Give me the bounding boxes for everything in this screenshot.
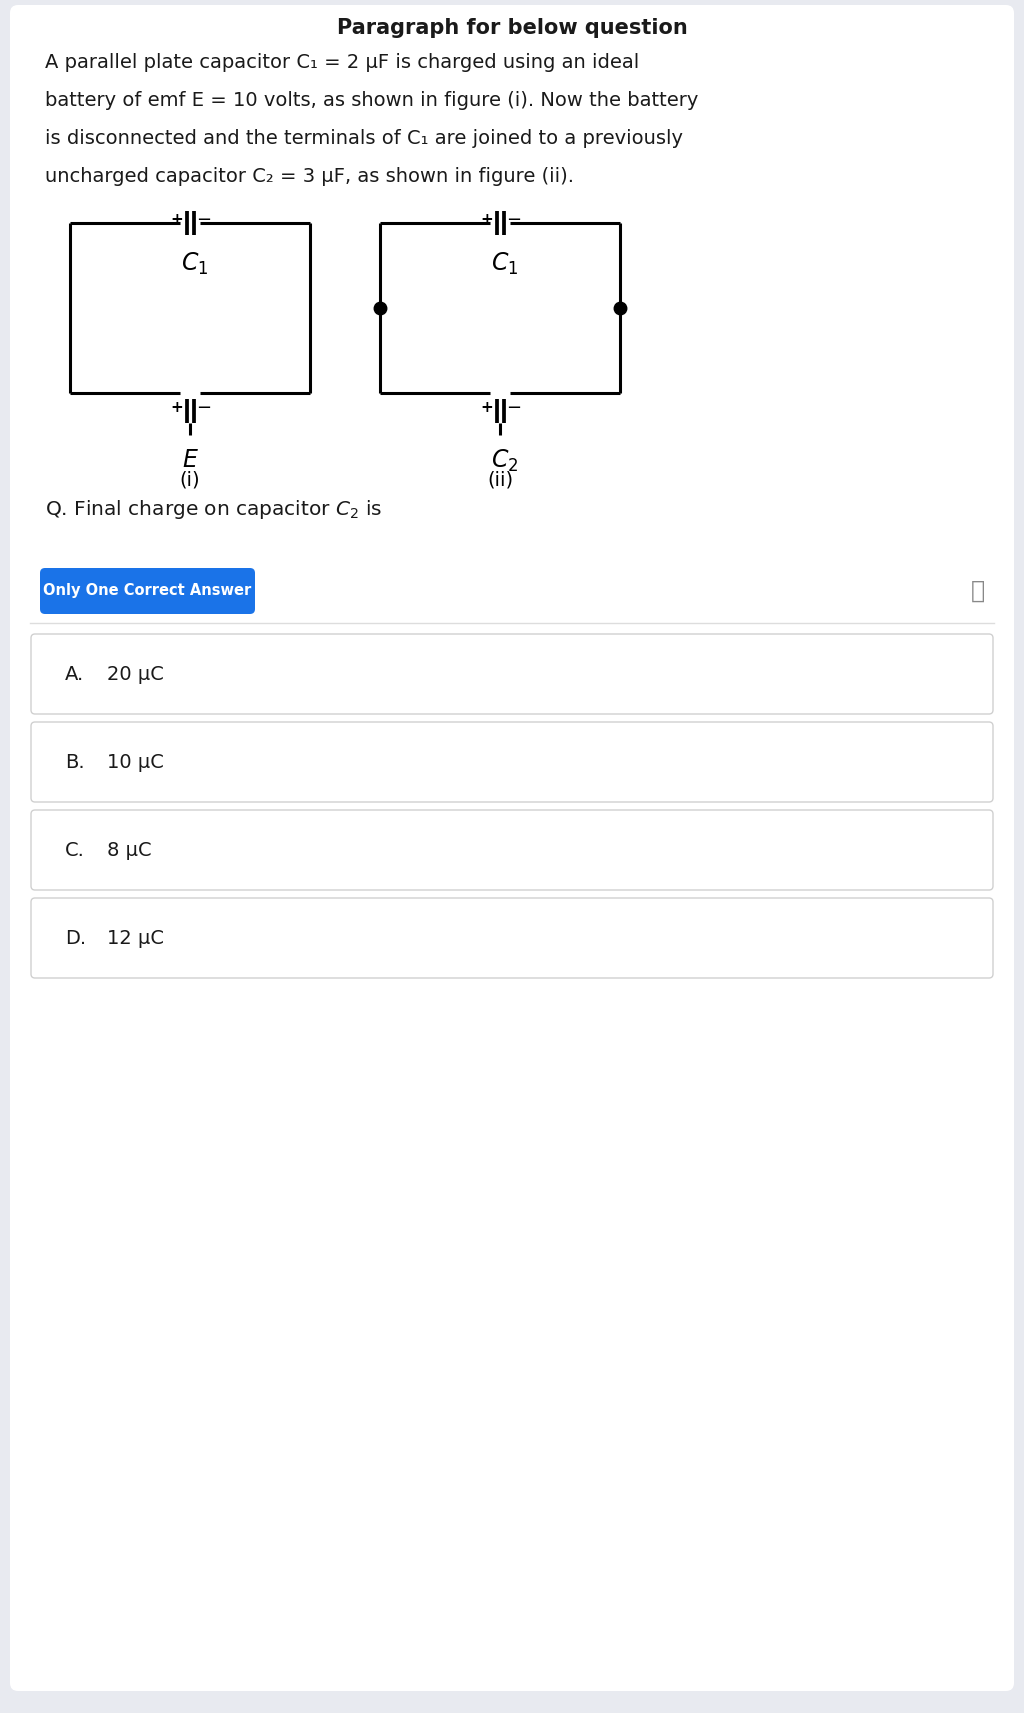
Text: 12 μC: 12 μC xyxy=(106,928,164,947)
Text: Only One Correct Answer: Only One Correct Answer xyxy=(43,584,252,598)
Text: battery of emf E = 10 volts, as shown in figure (i). Now the battery: battery of emf E = 10 volts, as shown in… xyxy=(45,91,698,110)
FancyBboxPatch shape xyxy=(10,5,1014,1691)
FancyBboxPatch shape xyxy=(31,810,993,891)
Text: D.: D. xyxy=(65,928,86,947)
Text: −: − xyxy=(196,211,211,230)
Text: $E$: $E$ xyxy=(181,449,199,473)
Text: $C_1$: $C_1$ xyxy=(181,252,209,278)
Text: uncharged capacitor C₂ = 3 μF, as shown in figure (ii).: uncharged capacitor C₂ = 3 μF, as shown … xyxy=(45,166,574,187)
Text: 8 μC: 8 μC xyxy=(106,841,152,860)
Text: C.: C. xyxy=(65,841,85,860)
Text: Paragraph for below question: Paragraph for below question xyxy=(337,19,687,38)
Text: (ii): (ii) xyxy=(487,471,513,490)
Text: −: − xyxy=(506,211,521,230)
Text: +: + xyxy=(170,212,183,228)
Text: A.: A. xyxy=(65,665,84,683)
Text: +: + xyxy=(480,401,493,416)
Text: Q. Final charge on capacitor $C_2$ is: Q. Final charge on capacitor $C_2$ is xyxy=(45,498,382,521)
Text: 20 μC: 20 μC xyxy=(106,665,164,683)
Text: ⓘ: ⓘ xyxy=(971,579,985,603)
Text: +: + xyxy=(170,401,183,416)
FancyBboxPatch shape xyxy=(31,898,993,978)
Text: −: − xyxy=(196,399,211,416)
Text: 10 μC: 10 μC xyxy=(106,752,164,771)
Text: A parallel plate capacitor C₁ = 2 μF is charged using an ideal: A parallel plate capacitor C₁ = 2 μF is … xyxy=(45,53,639,72)
Text: is disconnected and the terminals of C₁ are joined to a previously: is disconnected and the terminals of C₁ … xyxy=(45,128,683,147)
FancyBboxPatch shape xyxy=(31,634,993,714)
Text: $C_1$: $C_1$ xyxy=(492,252,519,278)
Text: $C_2$: $C_2$ xyxy=(492,449,519,475)
Text: (i): (i) xyxy=(179,471,201,490)
Text: B.: B. xyxy=(65,752,85,771)
FancyBboxPatch shape xyxy=(31,721,993,802)
FancyBboxPatch shape xyxy=(40,569,255,613)
Text: +: + xyxy=(480,212,493,228)
Text: −: − xyxy=(506,399,521,416)
